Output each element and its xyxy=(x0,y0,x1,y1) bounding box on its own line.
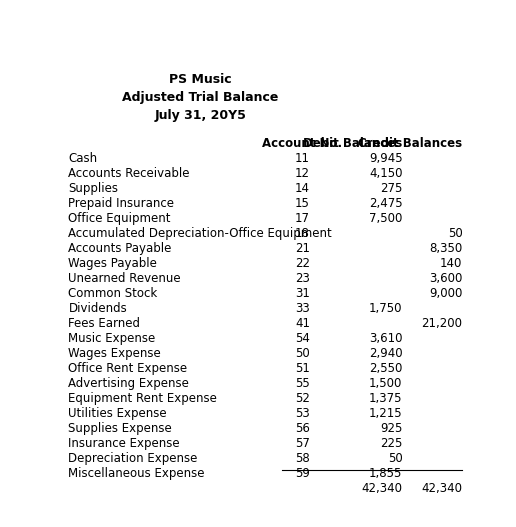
Text: Music Expense: Music Expense xyxy=(69,333,156,345)
Text: Supplies Expense: Supplies Expense xyxy=(69,422,172,435)
Text: 58: 58 xyxy=(295,452,310,465)
Text: 23: 23 xyxy=(295,272,310,285)
Text: Office Rent Expense: Office Rent Expense xyxy=(69,362,188,375)
Text: 17: 17 xyxy=(295,212,310,225)
Text: Equipment Rent Expense: Equipment Rent Expense xyxy=(69,392,217,405)
Text: 41: 41 xyxy=(295,317,310,330)
Text: 21,200: 21,200 xyxy=(422,317,462,330)
Text: 2,550: 2,550 xyxy=(369,362,402,375)
Text: 57: 57 xyxy=(295,437,310,451)
Text: 50: 50 xyxy=(388,452,402,465)
Text: 14: 14 xyxy=(295,182,310,195)
Text: Account No.: Account No. xyxy=(262,137,343,150)
Text: 22: 22 xyxy=(295,257,310,270)
Text: 4,150: 4,150 xyxy=(369,167,402,180)
Text: 9,945: 9,945 xyxy=(369,152,402,165)
Text: 9,000: 9,000 xyxy=(429,287,462,300)
Text: 21: 21 xyxy=(295,242,310,255)
Text: Dividends: Dividends xyxy=(69,302,127,315)
Text: 3,610: 3,610 xyxy=(369,333,402,345)
Text: 55: 55 xyxy=(295,377,310,391)
Text: Supplies: Supplies xyxy=(69,182,119,195)
Text: 275: 275 xyxy=(380,182,402,195)
Text: 3,600: 3,600 xyxy=(429,272,462,285)
Text: Miscellaneous Expense: Miscellaneous Expense xyxy=(69,467,205,481)
Text: 18: 18 xyxy=(295,227,310,240)
Text: PS Music: PS Music xyxy=(169,73,232,86)
Text: Common Stock: Common Stock xyxy=(69,287,158,300)
Text: Adjusted Trial Balance: Adjusted Trial Balance xyxy=(122,91,279,104)
Text: Advertising Expense: Advertising Expense xyxy=(69,377,189,391)
Text: 225: 225 xyxy=(380,437,402,451)
Text: 12: 12 xyxy=(295,167,310,180)
Text: 50: 50 xyxy=(448,227,462,240)
Text: Fees Earned: Fees Earned xyxy=(69,317,140,330)
Text: Accounts Payable: Accounts Payable xyxy=(69,242,172,255)
Text: 140: 140 xyxy=(440,257,462,270)
Text: 1,855: 1,855 xyxy=(369,467,402,481)
Text: Office Equipment: Office Equipment xyxy=(69,212,171,225)
Text: 31: 31 xyxy=(295,287,310,300)
Text: 11: 11 xyxy=(295,152,310,165)
Text: Prepaid Insurance: Prepaid Insurance xyxy=(69,197,174,210)
Text: 54: 54 xyxy=(295,333,310,345)
Text: Debit Balances: Debit Balances xyxy=(303,137,402,150)
Text: 1,500: 1,500 xyxy=(369,377,402,391)
Text: Wages Expense: Wages Expense xyxy=(69,347,161,360)
Text: Depreciation Expense: Depreciation Expense xyxy=(69,452,198,465)
Text: 925: 925 xyxy=(380,422,402,435)
Text: 53: 53 xyxy=(295,407,310,421)
Text: Cash: Cash xyxy=(69,152,98,165)
Text: Accumulated Depreciation-Office Equipment: Accumulated Depreciation-Office Equipmen… xyxy=(69,227,332,240)
Text: 59: 59 xyxy=(295,467,310,481)
Text: 2,940: 2,940 xyxy=(369,347,402,360)
Text: 51: 51 xyxy=(295,362,310,375)
Text: July 31, 20Y5: July 31, 20Y5 xyxy=(154,109,247,122)
Text: Accounts Receivable: Accounts Receivable xyxy=(69,167,190,180)
Text: 33: 33 xyxy=(295,302,310,315)
Text: 15: 15 xyxy=(295,197,310,210)
Text: Unearned Revenue: Unearned Revenue xyxy=(69,272,181,285)
Text: Utilities Expense: Utilities Expense xyxy=(69,407,167,421)
Text: Wages Payable: Wages Payable xyxy=(69,257,157,270)
Text: Credit Balances: Credit Balances xyxy=(358,137,462,150)
Text: 8,350: 8,350 xyxy=(429,242,462,255)
Text: 42,340: 42,340 xyxy=(361,482,402,495)
Text: 52: 52 xyxy=(295,392,310,405)
Text: 1,750: 1,750 xyxy=(369,302,402,315)
Text: 7,500: 7,500 xyxy=(369,212,402,225)
Text: 1,215: 1,215 xyxy=(369,407,402,421)
Text: 2,475: 2,475 xyxy=(369,197,402,210)
Text: 42,340: 42,340 xyxy=(422,482,462,495)
Text: 1,375: 1,375 xyxy=(369,392,402,405)
Text: 50: 50 xyxy=(295,347,310,360)
Text: 56: 56 xyxy=(295,422,310,435)
Text: Insurance Expense: Insurance Expense xyxy=(69,437,180,451)
